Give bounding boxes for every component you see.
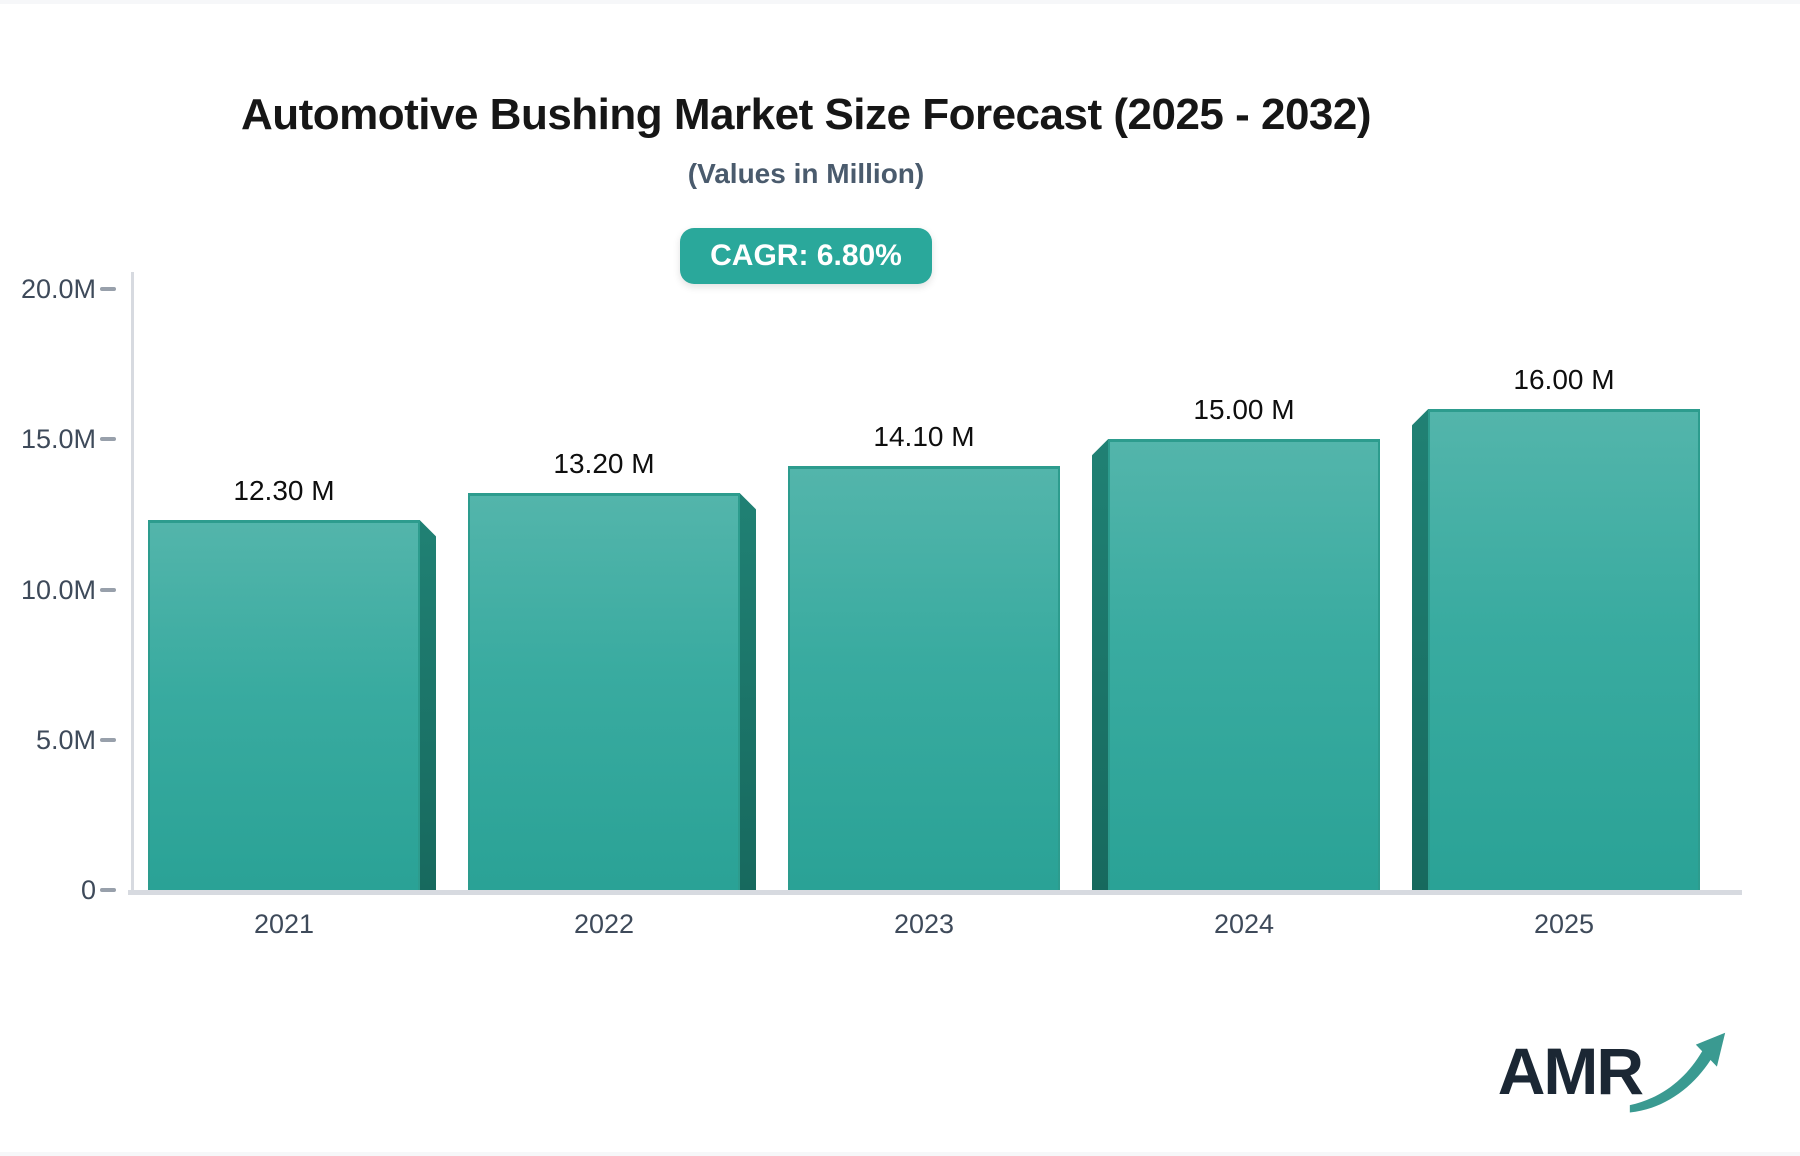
cagr-badge: CAGR: 6.80% — [680, 228, 932, 284]
x-tick-label: 2021 — [253, 909, 315, 939]
bar-2024 — [1108, 439, 1380, 890]
amr-logo: AMR — [1498, 1022, 1738, 1120]
y-tick-label: 15.0M — [20, 424, 96, 455]
bar-side-3d — [1092, 439, 1108, 890]
chart-card: Automotive Bushing Market Size Forecast … — [0, 4, 1800, 1152]
bar-chart: 20.0M 15.0M 10.0M 5.0M 0 12.30 M 2021 13.20 M 20… — [0, 4, 1800, 1152]
bar-value-label: 12.30 M — [233, 475, 335, 507]
bar-side-3d — [740, 493, 756, 890]
y-tick-label: 5.0M — [35, 724, 96, 755]
x-tick-label: 2022 — [573, 909, 635, 939]
x-tick-label: 2025 — [1533, 909, 1595, 939]
y-tick-label: 20.0M — [20, 274, 96, 304]
growth-arrow-icon — [1629, 1032, 1726, 1113]
bar-side-3d — [420, 520, 436, 890]
bar-2023 — [788, 466, 1060, 890]
bar-2021 — [148, 520, 420, 890]
amr-logo-text: AMR — [1497, 1034, 1644, 1108]
x-tick-label: 2024 — [1213, 909, 1275, 939]
bar-2022 — [468, 493, 740, 890]
y-tick-dash — [100, 287, 116, 291]
bar-2025 — [1428, 409, 1700, 890]
y-tick-dash — [100, 587, 116, 592]
y-tick-dash — [100, 437, 116, 442]
y-tick-label: 0 — [80, 875, 96, 905]
chart-header: Automotive Bushing Market Size Forecast … — [0, 90, 1612, 190]
x-tick-label: 2023 — [893, 909, 955, 939]
bar-value-label: 15.00 M — [1193, 394, 1295, 426]
chart-subtitle: (Values in Million) — [687, 158, 925, 189]
bar-value-label: 14.10 M — [873, 421, 975, 453]
y-tick-label: 10.0M — [20, 574, 96, 605]
cagr-badge-row: CAGR: 6.80% — [0, 228, 1612, 284]
bar-value-label: 13.20 M — [553, 448, 655, 480]
y-axis-line — [131, 272, 134, 894]
x-axis-line — [128, 890, 1742, 895]
y-tick-dash — [100, 737, 116, 742]
bar-value-label: 16.00 M — [1513, 364, 1615, 396]
bar-side-3d — [1412, 409, 1428, 890]
y-tick-dash — [100, 888, 116, 892]
chart-title: Automotive Bushing Market Size Forecast … — [240, 90, 1372, 139]
